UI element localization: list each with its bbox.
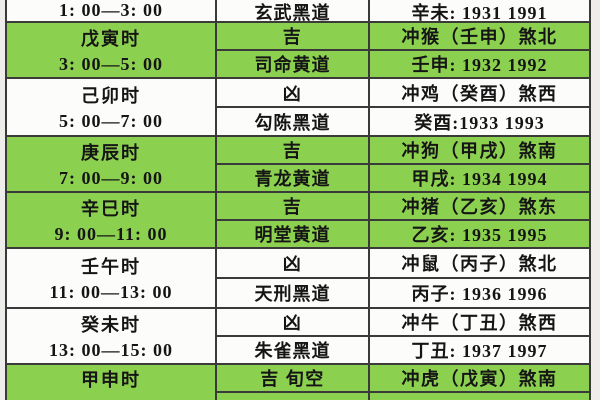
clash-cell: 冲牛（丁丑）煞西 丁丑: 1937 1997 xyxy=(370,309,589,363)
table-row: 己卯时 5: 00—7: 00 凶 勾陈黑道 冲鸡（癸酉）煞西 癸酉:1933 … xyxy=(7,79,589,137)
time-cell: 庚辰时 7: 00—9: 00 xyxy=(7,137,215,191)
path-name: 青龙黄道 xyxy=(254,169,331,189)
time-cell: 己卯时 5: 00—7: 00 xyxy=(7,79,215,135)
hour-name: 庚辰时 xyxy=(81,143,141,164)
hour-name: 己卯时 xyxy=(81,86,141,106)
luck-cell: 吉 明堂黄道 xyxy=(215,193,370,247)
hour-name: 癸未时 xyxy=(81,315,141,336)
hour-luck-table: 1: 00—3: 00 玄武黑道 辛未: 1931 1991 戊寅时 3: 00… xyxy=(5,0,591,400)
table-row: 1: 00—3: 00 玄武黑道 辛未: 1931 1991 xyxy=(7,0,589,23)
luck-cell: 吉 青龙黄道 xyxy=(215,137,370,191)
table-row: 戊寅时 3: 00—5: 00 吉 司命黄道 冲猴（壬申）煞北 壬申: 1932… xyxy=(7,23,589,79)
hour-name: 戊寅时 xyxy=(81,29,141,50)
time-range: 9: 00—11: 00 xyxy=(54,223,168,244)
table-row: 甲申时 吉 旬空 金匮黄道 冲虎（戊寅）煞南 戊寅: 1938 1998 xyxy=(7,365,589,400)
years-text: 丁丑: 1937 1997 xyxy=(411,341,548,361)
luck-flag: 凶 xyxy=(217,249,368,279)
path-name: 明堂黄道 xyxy=(254,225,331,245)
time-cell: 壬午时 11: 00—13: 00 xyxy=(7,249,215,307)
years-text: 丙子: 1936 1996 xyxy=(411,284,548,304)
years-text: 戊寅: 1938 1998 xyxy=(370,393,589,400)
years-text: 乙亥: 1935 1995 xyxy=(411,225,548,245)
years-text: 辛未: 1931 1991 xyxy=(411,2,548,23)
table-row: 壬午时 11: 00—13: 00 凶 天刑黑道 冲鼠（丙子）煞北 丙子: 19… xyxy=(7,249,589,309)
time-cell: 癸未时 13: 00—15: 00 xyxy=(7,309,215,363)
time-range: 3: 00—5: 00 xyxy=(59,53,163,74)
time-cell: 1: 00—3: 00 xyxy=(7,0,215,21)
clash-cell: 冲虎（戊寅）煞南 戊寅: 1938 1998 xyxy=(370,365,589,400)
luck-cell: 凶 天刑黑道 xyxy=(215,249,370,307)
luck-flag: 吉 旬空 xyxy=(217,365,368,393)
time-cell: 辛巳时 9: 00—11: 00 xyxy=(7,193,215,247)
hour-name: 辛巳时 xyxy=(81,199,141,220)
luck-cell: 玄武黑道 xyxy=(215,0,370,23)
clash-text: 冲牛（丁丑）煞西 xyxy=(370,309,589,337)
time-cell: 甲申时 xyxy=(7,365,215,400)
path-name: 金匮黄道 xyxy=(217,393,368,400)
table-row: 辛巳时 9: 00—11: 00 吉 明堂黄道 冲猪（乙亥）煞东 乙亥: 193… xyxy=(7,193,589,249)
clash-text: 冲猪（乙亥）煞东 xyxy=(370,193,589,221)
luck-cell: 凶 勾陈黑道 xyxy=(215,79,370,135)
clash-text: 冲猴（壬申）煞北 xyxy=(370,23,589,51)
hour-name: 壬午时 xyxy=(81,256,141,277)
time-range: 1: 00—3: 00 xyxy=(59,0,163,20)
time-cell: 戊寅时 3: 00—5: 00 xyxy=(7,23,215,77)
years-text: 甲戌: 1934 1994 xyxy=(411,169,548,189)
clash-cell: 冲鼠（丙子）煞北 丙子: 1936 1996 xyxy=(370,249,589,307)
luck-flag: 凶 xyxy=(217,79,368,108)
time-range: 11: 00—13: 00 xyxy=(49,282,173,303)
luck-cell: 凶 朱雀黑道 xyxy=(215,309,370,363)
luck-flag: 吉 xyxy=(217,23,368,51)
table-row: 癸未时 13: 00—15: 00 凶 朱雀黑道 冲牛（丁丑）煞西 丁丑: 19… xyxy=(7,309,589,365)
clash-text: 冲狗（甲戌）煞南 xyxy=(370,137,589,165)
clash-text: 冲鸡（癸酉）煞西 xyxy=(370,79,589,108)
clash-cell: 冲狗（甲戌）煞南 甲戌: 1934 1994 xyxy=(370,137,589,191)
clash-cell: 冲鸡（癸酉）煞西 癸酉:1933 1993 xyxy=(370,79,589,135)
clash-cell: 辛未: 1931 1991 xyxy=(370,0,589,23)
luck-flag: 吉 xyxy=(217,193,368,221)
path-name: 勾陈黑道 xyxy=(254,112,331,133)
path-name: 司命黄道 xyxy=(254,55,331,75)
years-text: 壬申: 1932 1992 xyxy=(411,55,548,75)
luck-flag: 凶 xyxy=(217,309,368,337)
clash-cell: 冲猪（乙亥）煞东 乙亥: 1935 1995 xyxy=(370,193,589,247)
luck-cell: 吉 旬空 金匮黄道 xyxy=(215,365,370,400)
clash-text: 冲虎（戊寅）煞南 xyxy=(370,365,589,393)
time-range: 7: 00—9: 00 xyxy=(59,167,163,188)
path-name: 朱雀黑道 xyxy=(254,341,331,361)
hour-name: 甲申时 xyxy=(81,370,141,390)
time-range: 5: 00—7: 00 xyxy=(59,111,163,131)
clash-text: 冲鼠（丙子）煞北 xyxy=(370,249,589,279)
table-row: 庚辰时 7: 00—9: 00 吉 青龙黄道 冲狗（甲戌）煞南 甲戌: 1934… xyxy=(7,137,589,193)
time-range: 13: 00—15: 00 xyxy=(49,339,173,360)
clash-cell: 冲猴（壬申）煞北 壬申: 1932 1992 xyxy=(370,23,589,77)
years-text: 癸酉:1933 1993 xyxy=(414,112,545,133)
luck-cell: 吉 司命黄道 xyxy=(215,23,370,77)
path-name: 天刑黑道 xyxy=(254,284,331,304)
luck-flag: 吉 xyxy=(217,137,368,165)
path-name: 玄武黑道 xyxy=(254,2,331,23)
